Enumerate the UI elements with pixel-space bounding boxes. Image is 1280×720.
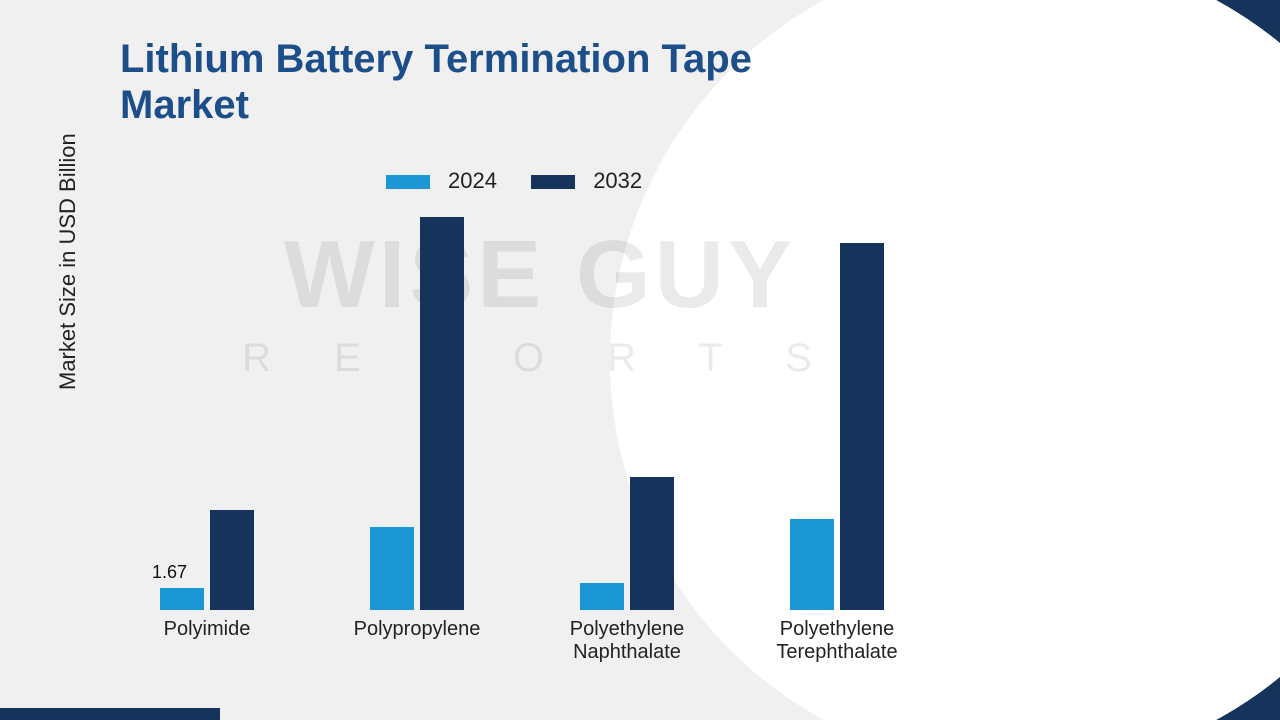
- plot-area: [120, 210, 1000, 610]
- value-label: 1.67: [152, 562, 187, 583]
- legend-swatch-0: [386, 175, 430, 189]
- bar: [790, 519, 834, 610]
- category-label: Polypropylene: [317, 618, 517, 641]
- bar: [160, 588, 204, 610]
- chart-card: Lithium Battery Termination Tape Market …: [0, 0, 1280, 720]
- brand-line1: WISE GUY: [1041, 24, 1248, 56]
- bar: [630, 477, 674, 610]
- category-label: Polyethylene Naphthalate: [527, 618, 727, 664]
- brain-dots-icon: [1076, 74, 1196, 184]
- legend-label-1: 2032: [593, 168, 642, 193]
- bar: [210, 510, 254, 610]
- footer-strip: [0, 708, 220, 720]
- legend: 2024 2032: [0, 168, 1000, 194]
- legend-swatch-1: [531, 175, 575, 189]
- bar: [420, 217, 464, 610]
- bar: [580, 583, 624, 610]
- brand-logo: WISE GUY R E P O R T S: [1041, 24, 1248, 76]
- bar: [370, 527, 414, 610]
- chart-title: Lithium Battery Termination Tape Market: [120, 36, 840, 128]
- category-label: Polyethylene Terephthalate: [737, 618, 937, 664]
- category-label: Polyimide: [107, 618, 307, 641]
- bar: [840, 243, 884, 610]
- legend-label-0: 2024: [448, 168, 497, 193]
